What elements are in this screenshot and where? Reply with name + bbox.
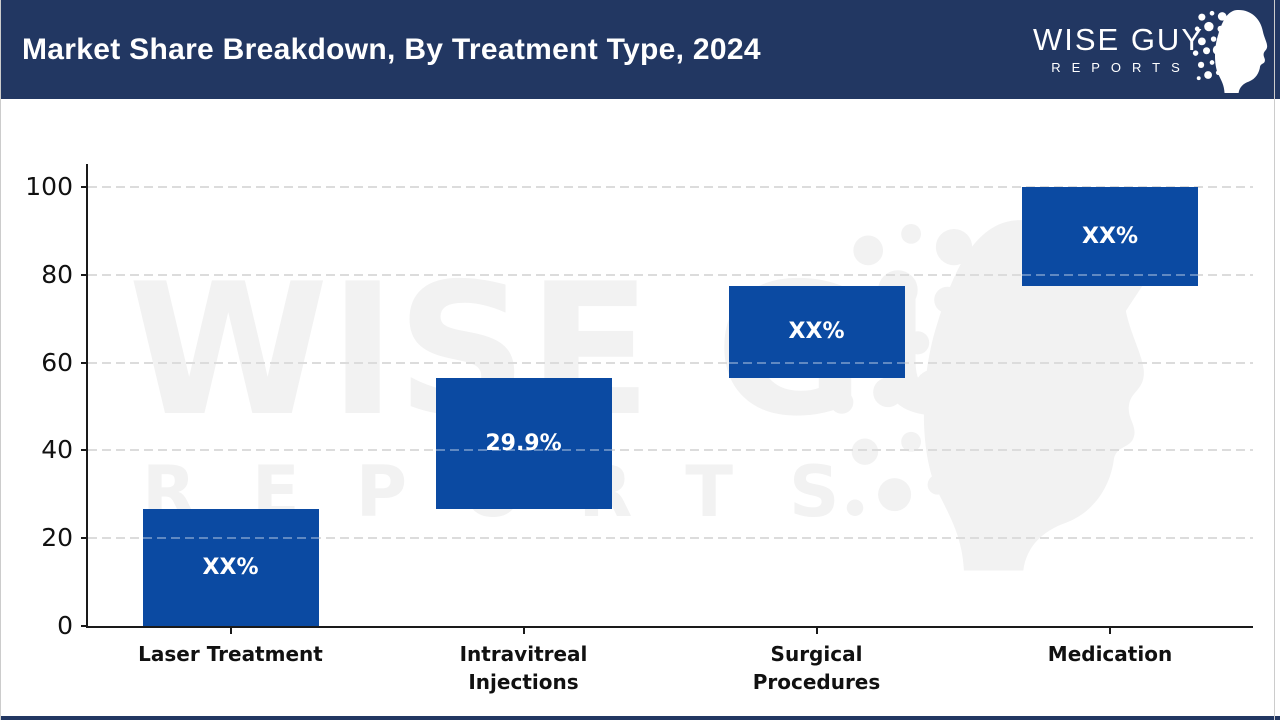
page-title: Market Share Breakdown, By Treatment Typ…: [22, 32, 761, 66]
x-tick-intravitreal-injections: [522, 626, 525, 634]
bar-value-label: XX%: [1082, 224, 1138, 250]
footer-bar: [0, 716, 1280, 720]
x-tick-medication: [1109, 626, 1111, 634]
bar-medication: XX%: [1022, 187, 1198, 287]
brand-logo-text: WISE GUY REPORTS: [1033, 24, 1204, 75]
y-axis-line: [86, 164, 88, 628]
gridline-80: [88, 273, 1253, 276]
gridline-over-bar-60: [728, 361, 905, 364]
y-tick-40: [81, 449, 87, 452]
y-tick-0: [81, 625, 87, 627]
x-axis-label-surgical-procedures: Surgical Procedures: [707, 640, 927, 696]
wiseguy-face-icon: [1192, 9, 1268, 93]
x-tick-surgical-procedures: [815, 626, 818, 634]
gridline-over-bar-20: [142, 537, 319, 540]
header: Market Share Breakdown, By Treatment Typ…: [0, 0, 1280, 99]
gridline-100: [88, 186, 1253, 188]
x-axis-label-line: Medication: [1047, 642, 1173, 666]
bar-value-label: XX%: [202, 554, 259, 580]
y-tick-label-20: 20: [41, 523, 73, 553]
bar-value-label: XX%: [788, 319, 845, 345]
bar-value-label: 29.9%: [485, 430, 562, 456]
gridline-40: [88, 449, 1253, 452]
y-tick-80: [81, 273, 87, 276]
gridline-over-bar-80: [1022, 273, 1198, 276]
x-axis-label-line: Procedures: [752, 670, 881, 694]
bar-surgical-procedures: XX%: [728, 286, 905, 378]
y-tick-label-40: 40: [41, 435, 73, 465]
page-right-border: [1274, 0, 1275, 720]
y-tick-label-60: 60: [41, 347, 73, 377]
page-left-border: [0, 0, 1, 720]
x-axis-line: [86, 626, 1253, 628]
y-tick-label-0: 0: [57, 611, 73, 640]
brand-subtitle: REPORTS: [1051, 60, 1191, 75]
gridline-60: [88, 361, 1253, 364]
plot: 0 20 40 60 80 100 XX% Laser Treatment 29.9% Intra…: [0, 99, 1280, 716]
brand-logo: WISE GUY REPORTS: [1033, 7, 1270, 93]
x-axis-label-line: Intravitreal: [459, 642, 588, 666]
x-tick-laser-treatment: [229, 626, 232, 634]
x-axis-label-medication: Medication: [1000, 640, 1220, 668]
x-axis-label-intravitreal-injections: Intravitreal Injections: [414, 640, 634, 696]
y-tick-label-80: 80: [41, 259, 73, 289]
y-tick-20: [81, 537, 87, 540]
brand-name: WISE GUY: [1032, 22, 1204, 57]
x-axis-label-line: Laser Treatment: [138, 642, 323, 666]
y-tick-label-100: 100: [25, 172, 73, 201]
y-tick-60: [81, 361, 87, 364]
x-axis-label-laser-treatment: Laser Treatment: [121, 640, 341, 668]
x-axis-label-line: Surgical: [770, 642, 863, 666]
gridline-20: [88, 537, 1253, 540]
bar-laser-treatment: XX%: [142, 508, 319, 626]
bar-intravitreal-injections: 29.9%: [435, 377, 612, 509]
y-tick-100: [81, 186, 87, 188]
x-axis-label-line: Injections: [468, 670, 579, 694]
gridline-over-bar-40: [435, 449, 612, 452]
